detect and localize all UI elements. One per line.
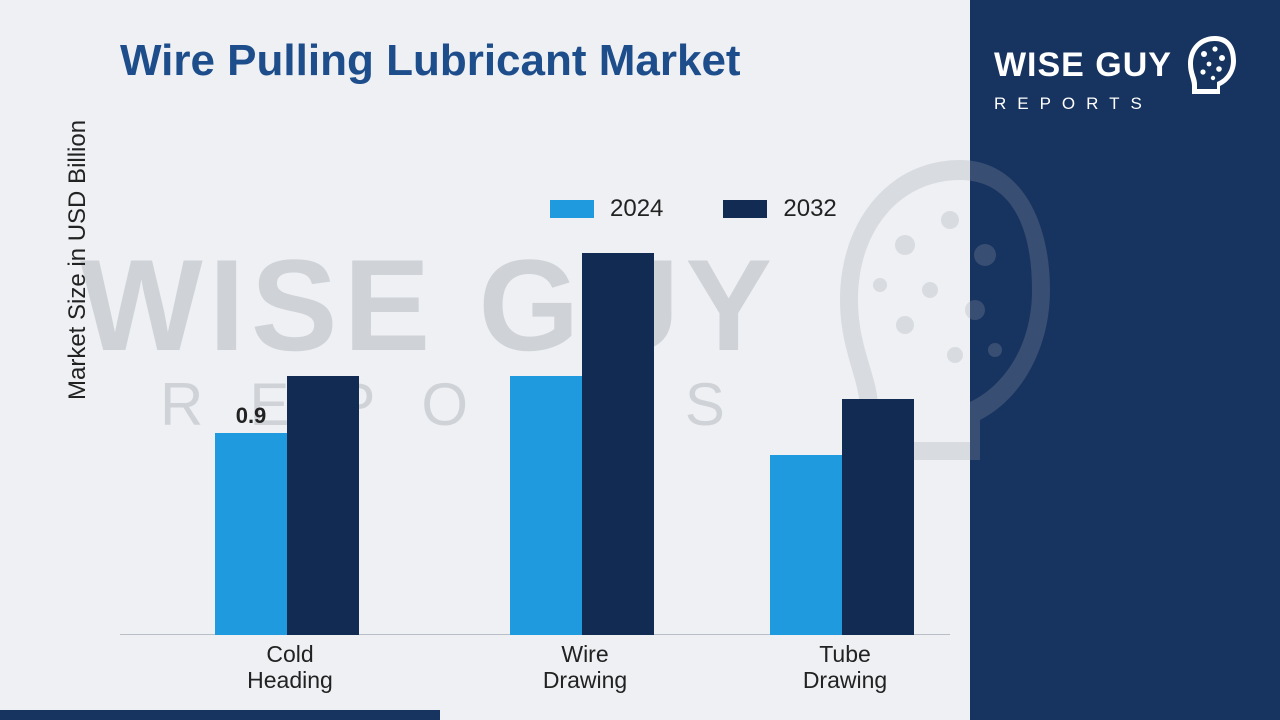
brand-head-icon — [1182, 34, 1238, 96]
legend-swatch-2032 — [723, 200, 767, 218]
bar-2032 — [842, 399, 914, 635]
bar-2032 — [582, 253, 654, 636]
legend-label-2024: 2024 — [610, 195, 663, 223]
legend-swatch-2024 — [550, 200, 594, 218]
bottom-accent-bar — [0, 710, 440, 720]
bar-value-label: 0.9 — [236, 403, 267, 429]
brand-logo: WISE GUY REPORTS — [994, 34, 1238, 114]
bar-2024 — [510, 376, 582, 635]
legend-label-2032: 2032 — [783, 195, 836, 223]
legend: 2024 2032 — [550, 195, 837, 223]
brand-main-text: WISE GUY — [994, 46, 1172, 85]
brand-sub-text: REPORTS — [994, 94, 1238, 114]
bar-2032 — [287, 376, 359, 635]
x-axis-category-label: TubeDrawing — [803, 641, 887, 694]
infographic-canvas: WISE GUY REPORTS Wire Pulling Lubricant … — [0, 0, 1280, 720]
bar-2024 — [770, 455, 842, 635]
x-axis-category-label: WireDrawing — [543, 641, 627, 694]
chart-plot-area: 0.9ColdHeadingWireDrawingTubeDrawing — [120, 230, 950, 635]
bar-2024 — [215, 433, 287, 636]
y-axis-label: Market Size in USD Billion — [64, 120, 92, 400]
chart-title: Wire Pulling Lubricant Market — [120, 36, 741, 86]
x-axis-category-label: ColdHeading — [247, 641, 333, 694]
legend-item-2024: 2024 — [550, 195, 663, 223]
legend-item-2032: 2032 — [723, 195, 836, 223]
